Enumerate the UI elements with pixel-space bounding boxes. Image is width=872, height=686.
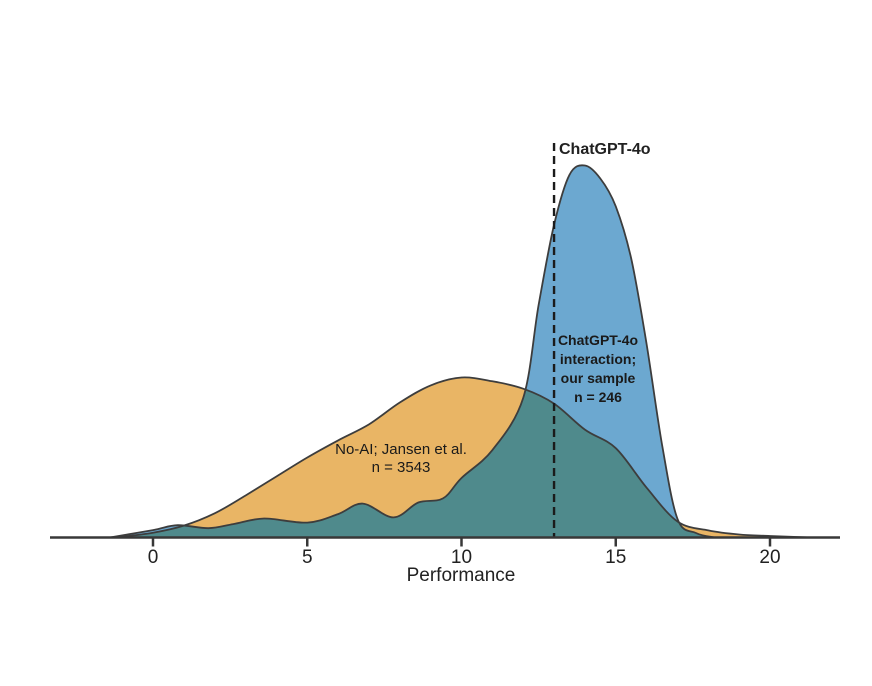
x-tick-label: 20 [759, 547, 780, 568]
x-tick-label: 0 [148, 547, 159, 568]
noai-density-outline [115, 376, 811, 539]
x-tick-label: 10 [451, 547, 472, 568]
x-tick-label: 5 [302, 547, 313, 568]
ai-density-outline [109, 164, 715, 539]
x-tick-label: 15 [605, 547, 626, 568]
overlap-area [116, 377, 715, 539]
